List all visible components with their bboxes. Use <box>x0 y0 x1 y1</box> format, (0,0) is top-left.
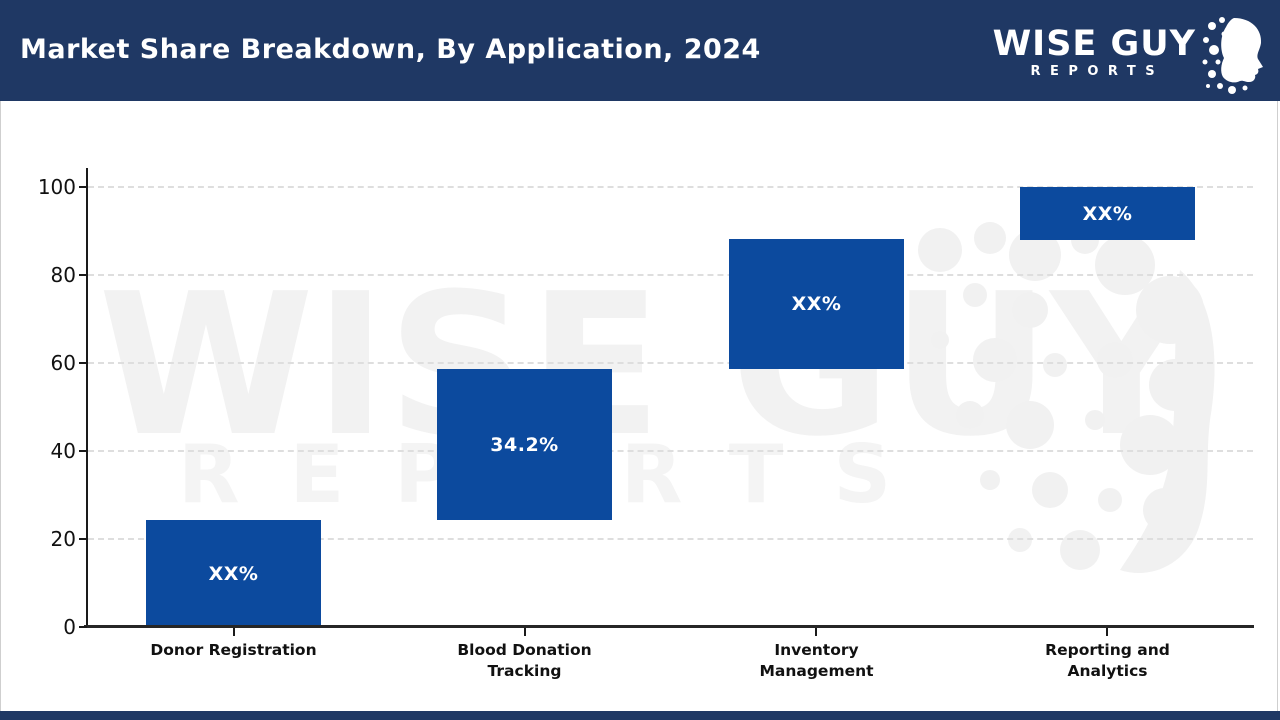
ytick-label-100: 100 <box>37 174 76 199</box>
bar-value-label: 34.2% <box>490 433 559 456</box>
logo-face-icon <box>1202 17 1263 94</box>
gridline-80 <box>88 273 1253 276</box>
chart-plot-area: 0 20 40 60 80 100 XX% 34.2% XX% XX% Donor Regist… <box>0 101 1280 717</box>
gridline-40 <box>88 449 1253 452</box>
x-axis-line <box>84 625 1254 628</box>
bar-Inventory: XX% <box>729 239 904 369</box>
gridline-20 <box>88 537 1253 540</box>
xtick-mark-3 <box>1106 628 1108 636</box>
category-label-1: Blood Donation Tracking <box>379 640 670 682</box>
left-border <box>0 101 1 711</box>
watermark-dotted-head <box>880 222 1215 574</box>
ytick-mark-0 <box>79 626 87 628</box>
category-label-line: Analytics <box>1067 662 1148 680</box>
bar-value-label: XX% <box>791 293 842 315</box>
bar-Blood Donation: 34.2% <box>437 369 612 520</box>
ytick-label-40: 40 <box>50 438 76 463</box>
right-border <box>1277 101 1278 711</box>
ytick-mark-60 <box>79 361 87 364</box>
ytick-mark-40 <box>79 449 87 452</box>
logo-reports: REPORTS <box>1030 64 1165 79</box>
header-bar: Market Share Breakdown, By Application, … <box>0 0 1280 101</box>
category-label-line: Tracking <box>487 662 562 680</box>
logo-wise-guy: WISE GUY <box>992 24 1196 64</box>
ytick-mark-100 <box>79 185 87 188</box>
gridline-100 <box>88 185 1253 188</box>
bar-value-label: XX% <box>1082 202 1133 225</box>
category-label-line: Reporting and <box>1045 641 1170 659</box>
ytick-label-20: 20 <box>50 526 76 551</box>
category-label-0: Donor Registration <box>88 640 379 661</box>
category-label-2: Inventory Management <box>671 640 962 682</box>
bar-value-label: XX% <box>208 562 259 585</box>
xtick-mark-0 <box>233 628 235 636</box>
bar-Reporting and: XX% <box>1020 187 1195 240</box>
bar-Donor Registration: XX% <box>146 520 321 627</box>
category-label-line: Inventory <box>774 641 859 659</box>
gridline-60 <box>88 361 1253 364</box>
category-label-line: Donor Registration <box>150 641 317 659</box>
y-axis-line <box>86 168 88 627</box>
category-label-line: Management <box>759 662 874 680</box>
ytick-mark-20 <box>79 537 87 540</box>
xtick-mark-2 <box>815 628 817 636</box>
wise-guy-reports-logo: WISE GUY REPORTS <box>993 8 1268 96</box>
footer-bar <box>0 711 1280 720</box>
category-label-line: Blood Donation <box>457 641 592 659</box>
category-label-3: Reporting and Analytics <box>962 640 1253 682</box>
logo-text: WISE GUY REPORTS <box>993 26 1196 80</box>
xtick-mark-1 <box>524 628 526 636</box>
ytick-label-60: 60 <box>50 350 76 375</box>
ytick-label-80: 80 <box>50 262 76 287</box>
ytick-label-0: 0 <box>63 615 76 639</box>
chart-title: Market Share Breakdown, By Application, … <box>20 34 761 65</box>
ytick-mark-80 <box>79 273 87 276</box>
